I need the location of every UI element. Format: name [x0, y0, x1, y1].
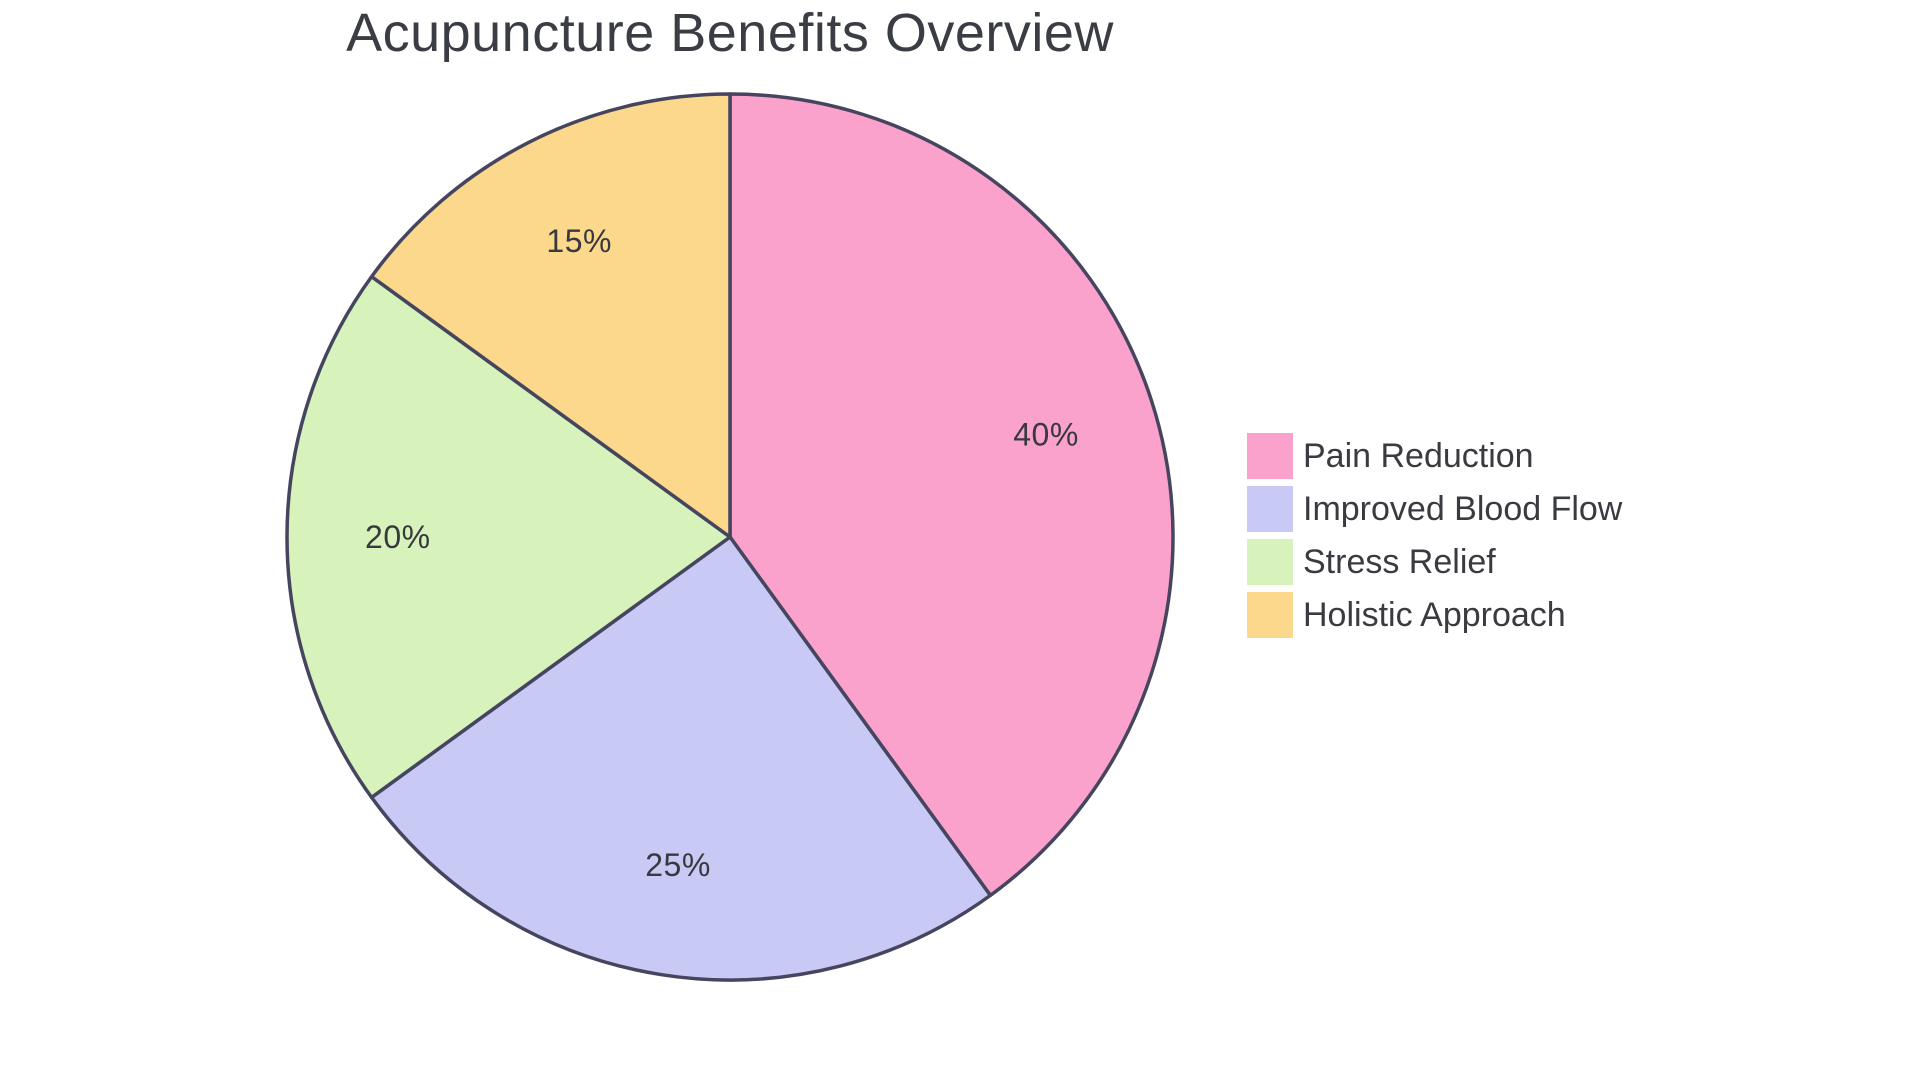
- legend-label-stress-relief: Stress Relief: [1303, 543, 1496, 581]
- legend-item-stress-relief[interactable]: Stress Relief: [1247, 539, 1622, 585]
- legend-label-improved-blood-flow: Improved Blood Flow: [1303, 490, 1623, 528]
- slice-percent-label-improved-blood-flow: 25%: [645, 847, 711, 883]
- pie-slice-improved-blood-flow[interactable]: [369, 535, 993, 982]
- legend-swatch-stress-relief: [1247, 539, 1293, 585]
- pie-slice-holistic-approach[interactable]: [369, 92, 732, 539]
- pie-slice-pain-reduction[interactable]: [728, 92, 1175, 898]
- legend-item-improved-blood-flow[interactable]: Improved Blood Flow: [1247, 486, 1622, 532]
- legend-swatch-holistic-approach: [1247, 592, 1293, 638]
- chart-legend: Pain Reduction Improved Blood Flow Stress …: [1247, 433, 1622, 638]
- chart-title: Acupuncture Benefits Overview: [346, 3, 1114, 63]
- slice-percent-label-stress-relief: 20%: [365, 519, 431, 555]
- legend-label-pain-reduction: Pain Reduction: [1303, 437, 1534, 475]
- legend-item-pain-reduction[interactable]: Pain Reduction: [1247, 433, 1622, 479]
- slice-percent-label-holistic-approach: 15%: [546, 223, 612, 259]
- legend-item-holistic-approach[interactable]: Holistic Approach: [1247, 592, 1622, 638]
- legend-label-holistic-approach: Holistic Approach: [1303, 596, 1566, 634]
- legend-swatch-pain-reduction: [1247, 433, 1293, 479]
- pie-slice-stress-relief[interactable]: [285, 274, 732, 800]
- slice-percent-label-pain-reduction: 40%: [1013, 416, 1079, 452]
- legend-swatch-improved-blood-flow: [1247, 486, 1293, 532]
